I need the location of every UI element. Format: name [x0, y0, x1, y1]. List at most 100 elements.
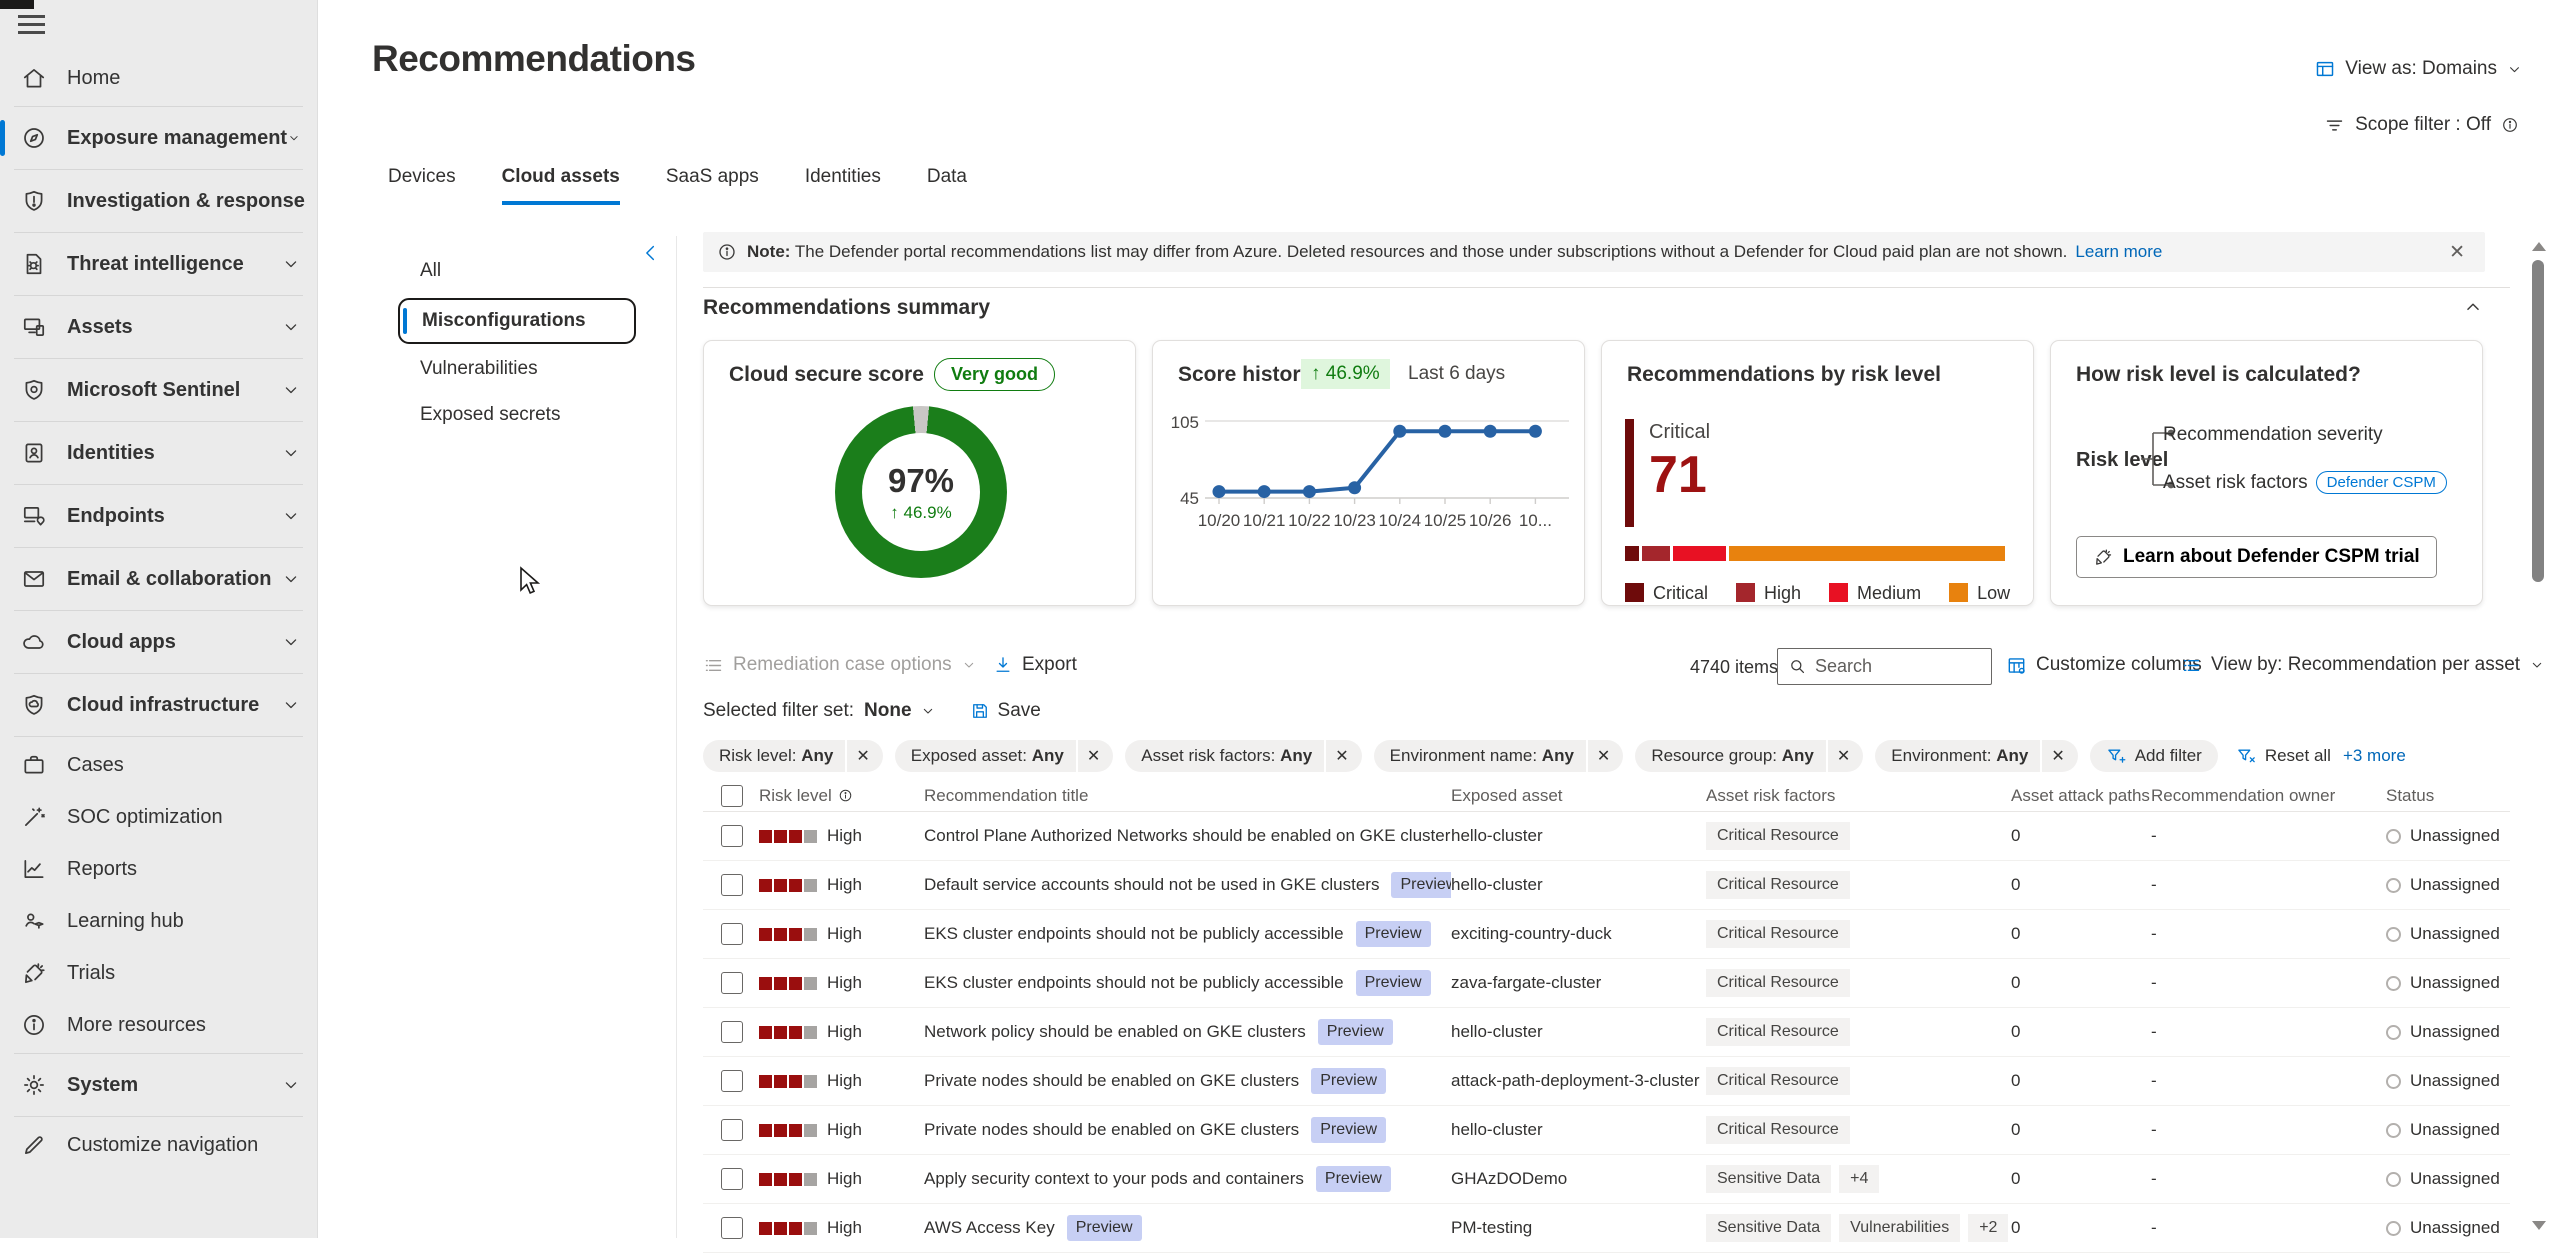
sidebar-item-trials[interactable]: Trials	[0, 947, 317, 999]
risk-segment-low	[1729, 546, 2005, 561]
more-filters-link[interactable]: +3 more	[2343, 746, 2406, 766]
tab-saas-apps[interactable]: SaaS apps	[666, 166, 759, 205]
row-checkbox[interactable]	[721, 1168, 743, 1190]
view-as-dropdown[interactable]: View as: Domains	[2314, 58, 2523, 80]
filter-chip-exposed-asset[interactable]: Exposed asset: Any ✕	[895, 740, 1114, 772]
view-by-dropdown[interactable]: View by: Recommendation per asset	[2181, 654, 2545, 676]
row-checkbox[interactable]	[721, 825, 743, 847]
recommendation-title-cell[interactable]: Private nodes should be enabled on GKE c…	[924, 1117, 1451, 1143]
sidebar-item-system[interactable]: System	[0, 1056, 317, 1114]
sidebar-item-threat-intelligence[interactable]: Threat intelligence	[0, 235, 317, 293]
remove-filter-icon[interactable]: ✕	[1326, 740, 1361, 772]
sidebar-item-customize-navigation[interactable]: Customize navigation	[0, 1119, 317, 1171]
subnav-item-misconfigurations[interactable]: Misconfigurations	[398, 298, 636, 344]
sidebar-item-reports[interactable]: Reports	[0, 843, 317, 895]
recommendation-title-cell[interactable]: Control Plane Authorized Networks should…	[924, 823, 1451, 849]
sidebar-item-assets[interactable]: Assets	[0, 298, 317, 356]
collapse-summary-icon[interactable]	[2462, 296, 2484, 318]
remove-filter-icon[interactable]: ✕	[2042, 740, 2077, 772]
remove-filter-icon[interactable]: ✕	[1078, 740, 1113, 772]
filter-chip-risk-level[interactable]: Risk level: Any ✕	[703, 740, 883, 772]
filter-chip-asset-risk-factors[interactable]: Asset risk factors: Any ✕	[1125, 740, 1361, 772]
subnav-item-all[interactable]: All	[420, 260, 441, 282]
recommendation-title-cell[interactable]: Apply security context to your pods and …	[924, 1166, 1451, 1192]
filter-set-row: Selected filter set: None Save	[703, 700, 1041, 722]
row-checkbox[interactable]	[721, 1021, 743, 1043]
learn-cspm-trial-button[interactable]: Learn about Defender CSPM trial	[2076, 536, 2437, 578]
sidebar-item-cases[interactable]: Cases	[0, 739, 317, 791]
asset-risk-factors-cell: Critical Resource	[1706, 871, 2011, 899]
save-filter-set-button[interactable]: Save	[970, 700, 1041, 722]
row-checkbox[interactable]	[721, 1070, 743, 1092]
filter-chip-resource-group[interactable]: Resource group: Any ✕	[1635, 740, 1863, 772]
cloud-icon	[21, 629, 47, 655]
row-checkbox[interactable]	[721, 923, 743, 945]
row-checkbox[interactable]	[721, 1119, 743, 1141]
remediation-case-options-button[interactable]: Remediation case options	[703, 654, 977, 676]
recommendation-title-cell[interactable]: Default service accounts should not be u…	[924, 872, 1451, 898]
recommendation-title-cell[interactable]: EKS cluster endpoints should not be publ…	[924, 970, 1451, 996]
scroll-down-icon[interactable]	[2532, 1221, 2546, 1230]
customize-columns-button[interactable]: Customize columns	[2006, 654, 2202, 676]
sidebar-item-identities[interactable]: Identities	[0, 424, 317, 482]
tab-identities[interactable]: Identities	[805, 166, 881, 205]
remove-filter-icon[interactable]: ✕	[1588, 740, 1623, 772]
reset-all-button[interactable]: Reset all	[2236, 746, 2331, 766]
tab-data[interactable]: Data	[927, 166, 967, 205]
sidebar-item-learning-hub[interactable]: Learning hub	[0, 895, 317, 947]
sidebar-item-more-resources[interactable]: More resources	[0, 999, 317, 1051]
select-all-checkbox[interactable]	[721, 785, 743, 807]
sidebar-item-home[interactable]: Home	[0, 52, 317, 104]
risk-segment-medium	[1673, 546, 1726, 561]
recommendation-title-cell[interactable]: EKS cluster endpoints should not be publ…	[924, 921, 1451, 947]
chevron-down-icon[interactable]	[920, 703, 936, 719]
learn-more-link[interactable]: Learn more	[2075, 242, 2162, 262]
close-banner-icon[interactable]: ✕	[2443, 241, 2471, 264]
vertical-scrollbar[interactable]	[2530, 236, 2546, 1238]
more-tags-badge[interactable]: +4	[1839, 1165, 1879, 1193]
row-checkbox[interactable]	[721, 874, 743, 896]
search-input[interactable]	[1815, 656, 1965, 677]
sidebar-item-exposure-management[interactable]: Exposure management	[0, 109, 317, 167]
scroll-up-icon[interactable]	[2532, 242, 2546, 251]
row-checkbox[interactable]	[721, 972, 743, 994]
collapse-panel-icon[interactable]	[640, 242, 662, 264]
scrollbar-thumb[interactable]	[2532, 260, 2544, 582]
export-button[interactable]: Export	[993, 654, 1077, 676]
filter-chip-environment[interactable]: Environment: Any ✕	[1875, 740, 2077, 772]
search-box[interactable]	[1777, 648, 1992, 685]
remove-filter-icon[interactable]: ✕	[1828, 740, 1863, 772]
sidebar-item-cloud-apps[interactable]: Cloud apps	[0, 613, 317, 671]
hamburger-menu-button[interactable]	[18, 15, 45, 34]
sidebar-item-microsoft-sentinel[interactable]: Microsoft Sentinel	[0, 361, 317, 419]
remove-filter-icon[interactable]: ✕	[847, 740, 882, 772]
row-checkbox[interactable]	[721, 1217, 743, 1239]
selected-filter-set-value[interactable]: None	[864, 700, 912, 722]
filter-chip-environment-name[interactable]: Environment name: Any ✕	[1374, 740, 1624, 772]
subnav-item-vulnerabilities[interactable]: Vulnerabilities	[420, 358, 538, 380]
scope-filter-button[interactable]: Scope filter : Off	[2324, 114, 2519, 136]
risk-level-legend: Critical High Medium Low	[1625, 583, 2010, 604]
recommendation-title-cell[interactable]: Private nodes should be enabled on GKE c…	[924, 1068, 1451, 1094]
recommendation-title-cell[interactable]: Network policy should be enabled on GKE …	[924, 1019, 1451, 1045]
add-filter-button[interactable]: Add filter	[2090, 740, 2218, 772]
tab-devices[interactable]: Devices	[388, 166, 456, 205]
sidebar-item-cloud-infrastructure[interactable]: Cloud infrastructure	[0, 676, 317, 734]
preview-badge: Preview	[1318, 1019, 1393, 1045]
sidebar-item-email-collaboration[interactable]: Email & collaboration	[0, 550, 317, 608]
tab-cloud-assets[interactable]: Cloud assets	[502, 166, 620, 205]
sidebar-item-soc-optimization[interactable]: SOC optimization	[0, 791, 317, 843]
sidebar-item-endpoints[interactable]: Endpoints	[0, 487, 317, 545]
sidebar-item-investigation-response[interactable]: Investigation & response	[0, 172, 317, 230]
subnav-item-exposed-secrets[interactable]: Exposed secrets	[420, 404, 560, 426]
